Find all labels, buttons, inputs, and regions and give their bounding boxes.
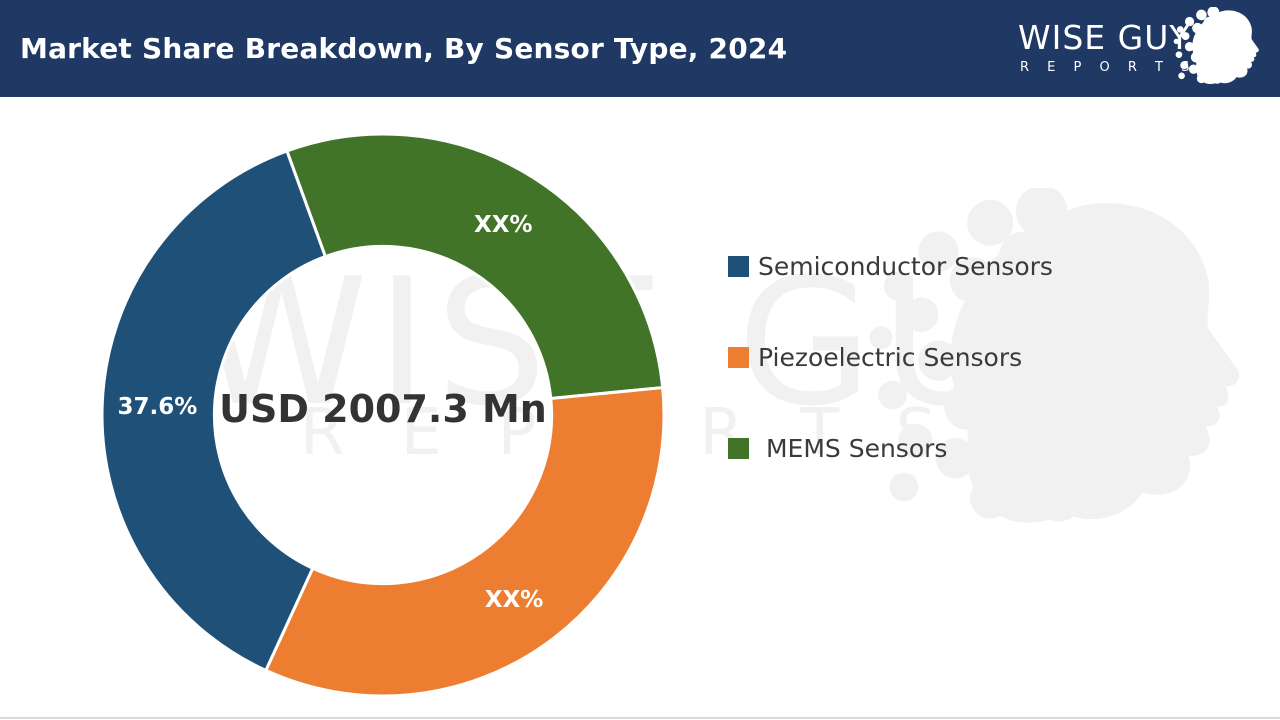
legend-swatch [728,256,749,277]
legend-item: Piezoelectric Sensors [728,343,1053,372]
donut-chart: XX% XX% 37.6% [100,132,666,698]
donut-slice [100,149,327,672]
legend-swatch [728,347,749,368]
legend-item: MEMS Sensors [728,434,1053,463]
legend-label: Piezoelectric Sensors [758,343,1023,372]
page-title: Market Share Breakdown, By Sensor Type, … [20,32,788,65]
brand-logo: WISE GUY R E P O R T S [1018,4,1260,94]
donut-slice [264,386,666,698]
brand-head-profile-icon [1174,6,1260,84]
legend: Semiconductor Sensors Piezoelectric Senso… [728,252,1053,463]
bottom-border [0,717,1280,719]
donut-slice [285,132,665,401]
legend-swatch [728,438,749,459]
slice-percentage-label: XX% [474,212,533,238]
slice-percentage-label: XX% [485,587,544,613]
legend-item: Semiconductor Sensors [728,252,1053,281]
slice-percentage-label: 37.6% [118,394,198,420]
donut-svg: XX% XX% 37.6% [100,132,666,698]
donut-center-label: USD 2007.3 Mn [219,387,547,431]
brand-logo-text: WISE GUY [1018,17,1191,57]
legend-label: Semiconductor Sensors [758,252,1053,281]
legend-label: MEMS Sensors [758,434,948,463]
header-bar: Market Share Breakdown, By Sensor Type, … [0,0,1280,97]
brand-logo-subtext: R E P O R T S [1020,59,1197,75]
